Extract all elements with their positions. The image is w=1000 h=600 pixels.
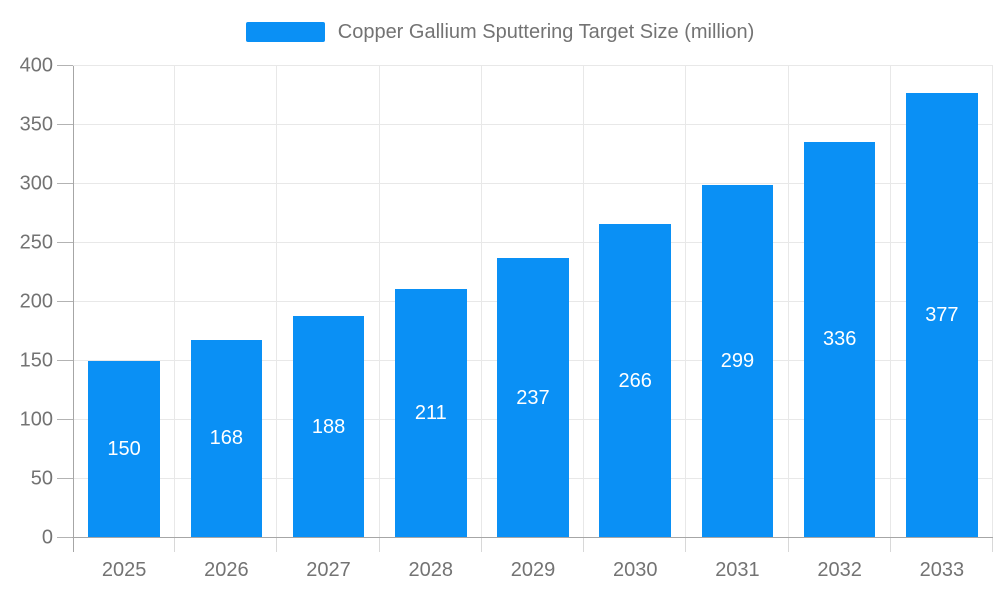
y-axis-label: 350 xyxy=(19,113,53,136)
gridline-vertical xyxy=(583,66,585,538)
bar-value-label: 237 xyxy=(516,386,550,409)
gridline-vertical xyxy=(480,66,482,538)
x-axis-tick xyxy=(276,538,278,552)
bar-value-label: 150 xyxy=(107,438,141,460)
x-axis-tick xyxy=(889,538,891,552)
bar[interactable]: 299 xyxy=(701,185,774,538)
y-axis-tick xyxy=(57,537,73,538)
y-axis-tick xyxy=(57,478,73,479)
legend-swatch[interactable] xyxy=(245,22,325,42)
y-axis-label: 150 xyxy=(19,349,53,372)
bar-value-label: 188 xyxy=(311,415,346,438)
y-axis-tick xyxy=(57,360,73,361)
x-axis-label: 2029 xyxy=(510,559,556,581)
gridline-vertical xyxy=(276,66,278,538)
bar[interactable]: 377 xyxy=(906,93,978,538)
x-axis-tick xyxy=(378,538,380,552)
y-axis-tick xyxy=(57,65,73,66)
bar-value-label: 266 xyxy=(618,369,652,392)
bar-value-label: 211 xyxy=(414,402,447,425)
gridline-vertical xyxy=(378,66,380,538)
x-axis-tick xyxy=(583,538,585,552)
legend-label[interactable]: Copper Gallium Sputtering Target Size (m… xyxy=(337,21,755,43)
x-axis-label: 2025 xyxy=(101,559,147,581)
legend[interactable]: Copper Gallium Sputtering Target Size (m… xyxy=(0,17,1000,47)
x-axis-tick xyxy=(787,538,789,552)
bar[interactable]: 211 xyxy=(395,289,467,538)
y-axis-label: 400 xyxy=(19,54,53,77)
gridline-vertical xyxy=(787,66,789,538)
gridline-vertical xyxy=(685,66,687,538)
bar-value-label: 299 xyxy=(720,350,755,373)
x-axis-line xyxy=(72,537,993,538)
plot-area: 0 50 100 150 200 250 300 350 400 150 2025 168 2026 18… xyxy=(20,55,993,581)
x-axis-tick xyxy=(992,538,993,552)
y-axis-tick xyxy=(57,242,73,243)
bar-value-label: 168 xyxy=(209,427,243,450)
x-axis-label: 2027 xyxy=(306,559,351,581)
bar[interactable]: 188 xyxy=(292,316,365,538)
bar-value-label: 336 xyxy=(822,328,857,351)
y-axis-tick xyxy=(57,301,73,302)
x-axis-label: 2031 xyxy=(715,559,760,581)
gridline-horizontal xyxy=(73,124,993,125)
gridline-horizontal xyxy=(73,183,993,184)
y-axis-label: 0 xyxy=(41,526,53,549)
x-axis-label: 2028 xyxy=(408,559,454,581)
bar[interactable]: 168 xyxy=(190,339,263,538)
y-axis-label: 250 xyxy=(19,231,53,254)
y-axis-label: 300 xyxy=(19,172,53,195)
y-axis-label: 50 xyxy=(30,467,53,490)
bar[interactable]: 266 xyxy=(599,224,671,538)
bar[interactable]: 237 xyxy=(497,258,569,538)
y-axis-line xyxy=(73,66,74,552)
x-axis-tick xyxy=(480,538,482,552)
x-axis-label: 2026 xyxy=(204,559,249,581)
x-axis-label: 2032 xyxy=(817,559,862,581)
bar[interactable]: 336 xyxy=(803,141,876,538)
x-axis-label: 2030 xyxy=(612,559,658,581)
gridline-horizontal xyxy=(73,65,993,66)
y-axis-tick xyxy=(57,124,73,125)
x-axis-tick xyxy=(174,538,176,552)
y-axis-tick xyxy=(57,419,73,420)
gridline-horizontal xyxy=(73,242,993,243)
gridline-vertical xyxy=(174,66,176,538)
x-axis-tick xyxy=(685,538,687,552)
gridline-vertical xyxy=(992,66,993,538)
y-axis-label: 200 xyxy=(19,290,53,313)
y-axis-tick xyxy=(57,183,73,184)
bar[interactable]: 150 xyxy=(88,361,160,538)
y-axis-label: 100 xyxy=(19,408,53,431)
bar-value-label: 377 xyxy=(925,304,959,327)
x-axis-label: 2033 xyxy=(919,559,965,581)
gridline-vertical xyxy=(889,66,891,538)
